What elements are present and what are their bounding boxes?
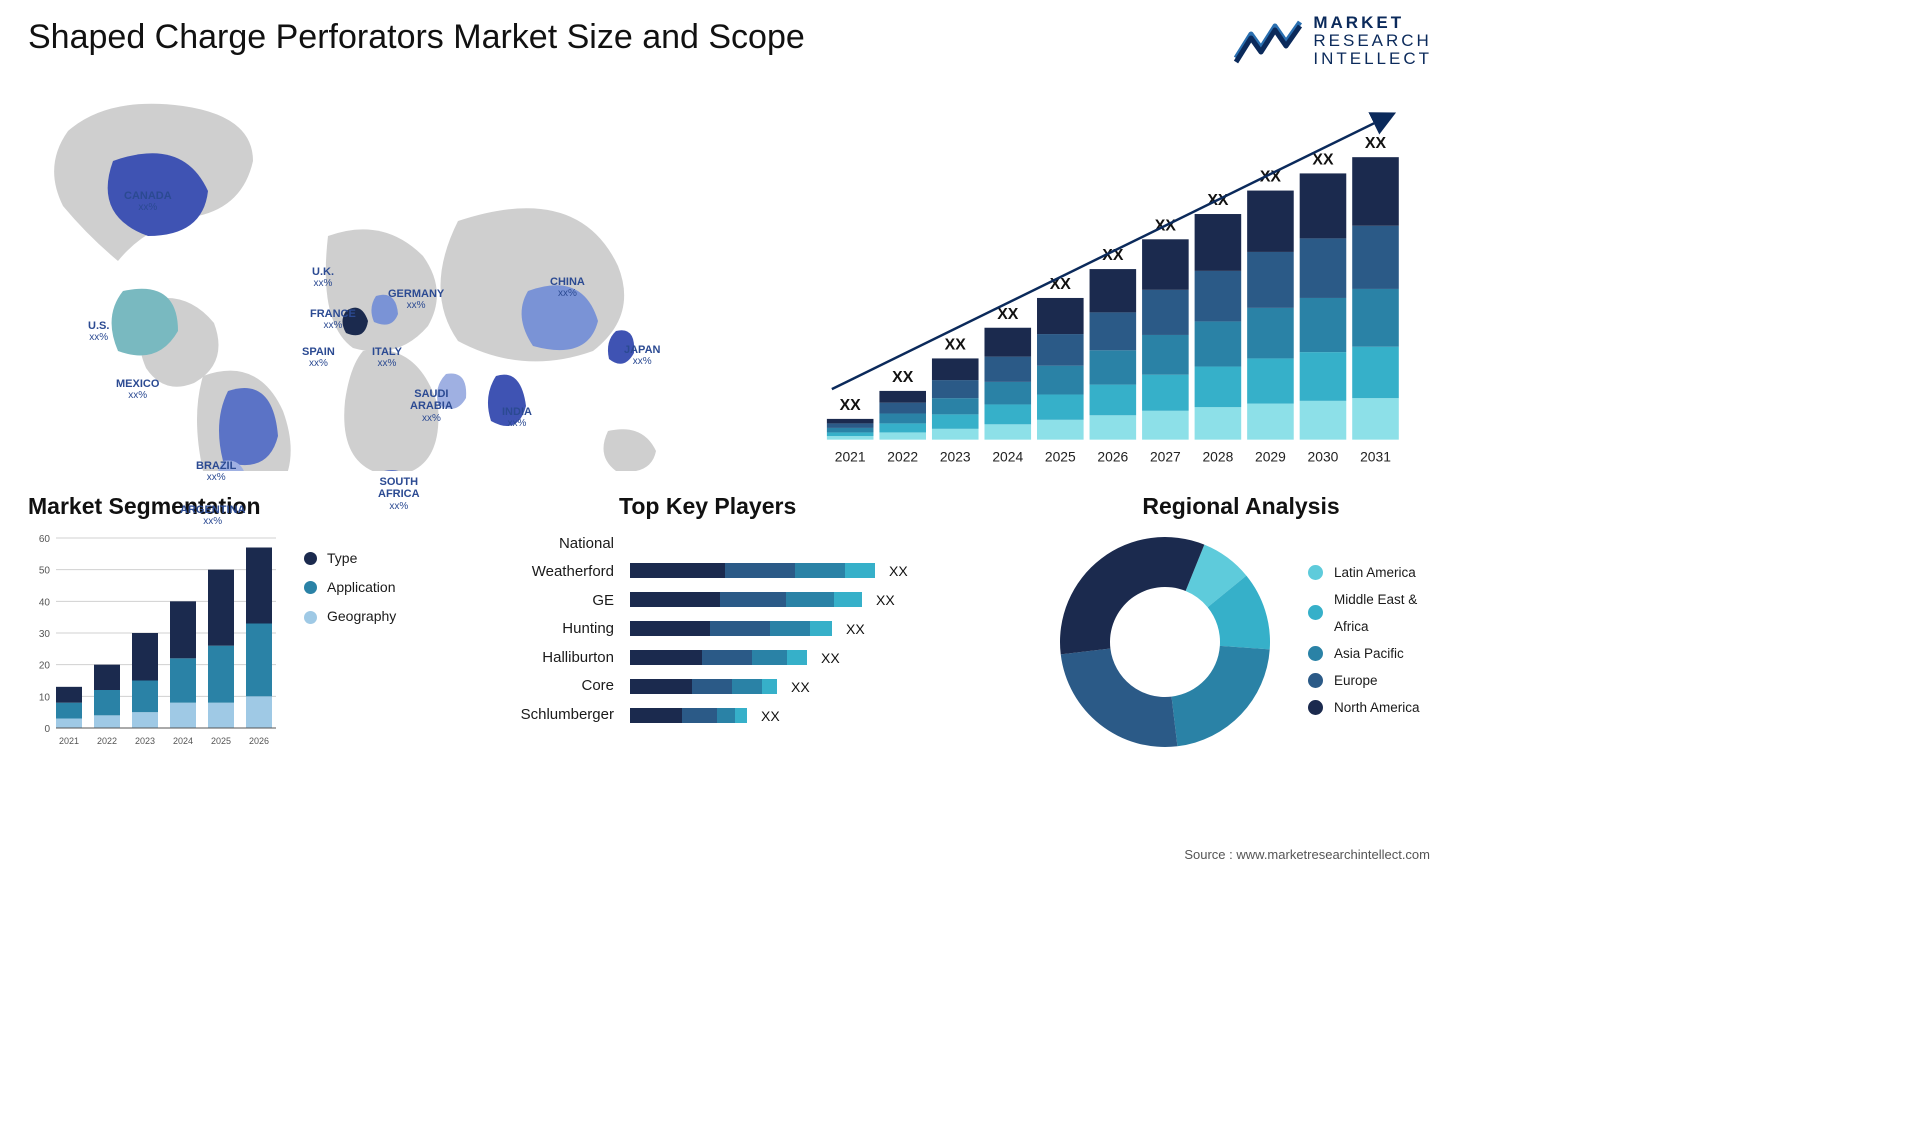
country-label: SAUDIARABIAxx% <box>410 388 453 425</box>
country-label: CHINAxx% <box>550 276 585 300</box>
svg-text:2024: 2024 <box>173 736 193 746</box>
source-footer: Source : www.marketresearchintellect.com <box>1184 847 1430 862</box>
svg-text:60: 60 <box>39 534 51 545</box>
svg-text:XX: XX <box>876 592 895 608</box>
svg-text:2026: 2026 <box>249 736 269 746</box>
svg-text:10: 10 <box>39 692 51 703</box>
players-names-list: NationalWeatherfordGEHuntingHalliburtonC… <box>494 530 614 740</box>
svg-text:2021: 2021 <box>59 736 79 746</box>
svg-text:XX: XX <box>846 621 865 637</box>
segmentation-legend-item: Application <box>304 573 396 602</box>
country-label: GERMANYxx% <box>388 288 444 312</box>
growth-chart-panel: XX 2021 XX 2022 XX 2023 XX 2024 XX 2025 XX 2026 XX 20… <box>758 106 1432 471</box>
svg-text:2029: 2029 <box>1255 448 1286 464</box>
country-label: CANADAxx% <box>124 190 172 214</box>
country-label: U.S.xx% <box>88 320 109 344</box>
svg-text:30: 30 <box>39 629 51 640</box>
growth-chart-svg: XX 2021 XX 2022 XX 2023 XX 2024 XX 2025 XX 2026 XX 20… <box>758 106 1432 471</box>
country-label: SPAINxx% <box>302 346 335 370</box>
svg-text:40: 40 <box>39 597 51 608</box>
svg-text:XX: XX <box>892 369 914 386</box>
svg-text:50: 50 <box>39 565 51 576</box>
brand-mark-icon <box>1233 18 1303 64</box>
player-name: GE <box>494 587 614 616</box>
regional-legend-item: Asia Pacific <box>1308 640 1420 667</box>
regional-legend-item: Latin America <box>1308 559 1420 586</box>
svg-text:2028: 2028 <box>1202 448 1233 464</box>
world-map-panel: CANADAxx%U.S.xx%MEXICOxx%BRAZILxx%ARGENT… <box>28 86 728 471</box>
country-label: SOUTHAFRICAxx% <box>378 476 420 513</box>
players-chart-svg: XX XX XX XX XX XX <box>630 530 970 740</box>
regional-donut-svg <box>1050 530 1280 750</box>
svg-text:XX: XX <box>997 305 1019 322</box>
svg-text:XX: XX <box>1312 151 1334 168</box>
svg-text:2023: 2023 <box>940 448 971 464</box>
top-row: CANADAxx%U.S.xx%MEXICOxx%BRAZILxx%ARGENT… <box>28 86 1432 471</box>
player-name: Core <box>494 672 614 701</box>
regional-legend-item: North America <box>1308 694 1420 721</box>
svg-text:XX: XX <box>889 563 908 579</box>
regional-title: Regional Analysis <box>1050 493 1432 520</box>
country-label: JAPANxx% <box>624 344 660 368</box>
svg-text:XX: XX <box>761 708 780 724</box>
svg-text:2024: 2024 <box>992 448 1023 464</box>
page-title: Shaped Charge Perforators Market Size an… <box>28 18 805 57</box>
segmentation-legend-item: Type <box>304 544 396 573</box>
player-name: Hunting <box>494 615 614 644</box>
player-name: Weatherford <box>494 558 614 587</box>
svg-text:2031: 2031 <box>1360 448 1391 464</box>
world-map-svg <box>28 86 728 471</box>
player-name: National <box>494 530 614 559</box>
country-label: MEXICOxx% <box>116 378 159 402</box>
players-panel: Top Key Players NationalWeatherfordGEHun… <box>494 493 1014 740</box>
country-label: U.K.xx% <box>312 266 334 290</box>
country-label: ITALYxx% <box>372 346 402 370</box>
svg-text:XX: XX <box>821 650 840 666</box>
players-title: Top Key Players <box>494 493 1014 520</box>
svg-text:20: 20 <box>39 660 51 671</box>
regional-legend-item: Europe <box>1308 667 1420 694</box>
svg-text:2026: 2026 <box>1097 448 1128 464</box>
regional-panel: Regional Analysis Latin AmericaMiddle Ea… <box>1050 493 1432 750</box>
svg-text:2025: 2025 <box>1045 448 1076 464</box>
country-label: BRAZILxx% <box>196 460 236 484</box>
svg-text:XX: XX <box>945 336 967 353</box>
svg-text:2022: 2022 <box>97 736 117 746</box>
player-name: Schlumberger <box>494 701 614 730</box>
svg-text:2021: 2021 <box>835 448 866 464</box>
svg-text:2027: 2027 <box>1150 448 1181 464</box>
segmentation-panel: Market Segmentation 01020304050602021202… <box>28 493 458 750</box>
regional-legend-item: Middle East &Africa <box>1308 586 1420 640</box>
svg-text:XX: XX <box>1365 135 1387 152</box>
bottom-row: Market Segmentation 01020304050602021202… <box>28 493 1432 750</box>
country-label: INDIAxx% <box>502 406 532 430</box>
svg-text:2022: 2022 <box>887 448 918 464</box>
regional-legend: Latin AmericaMiddle East &AfricaAsia Pac… <box>1308 559 1420 721</box>
svg-text:2023: 2023 <box>135 736 155 746</box>
svg-text:XX: XX <box>791 679 810 695</box>
svg-text:0: 0 <box>44 724 50 735</box>
svg-text:2030: 2030 <box>1308 448 1339 464</box>
svg-text:XX: XX <box>840 397 862 414</box>
player-name: Halliburton <box>494 644 614 673</box>
svg-text:XX: XX <box>1050 276 1072 293</box>
segmentation-legend-item: Geography <box>304 602 396 631</box>
segmentation-chart-svg: 0 10 20 30 40 50 60 2021 2022 2023 2024 2025 2026 <box>28 530 278 750</box>
header: Shaped Charge Perforators Market Size an… <box>28 14 1432 68</box>
brand-text: MARKET RESEARCH INTELLECT <box>1313 14 1432 68</box>
brand-logo: MARKET RESEARCH INTELLECT <box>1233 14 1432 68</box>
svg-text:2025: 2025 <box>211 736 231 746</box>
segmentation-legend: TypeApplicationGeography <box>304 530 396 632</box>
country-label: FRANCExx% <box>310 308 356 332</box>
country-label: ARGENTINAxx% <box>180 504 245 528</box>
